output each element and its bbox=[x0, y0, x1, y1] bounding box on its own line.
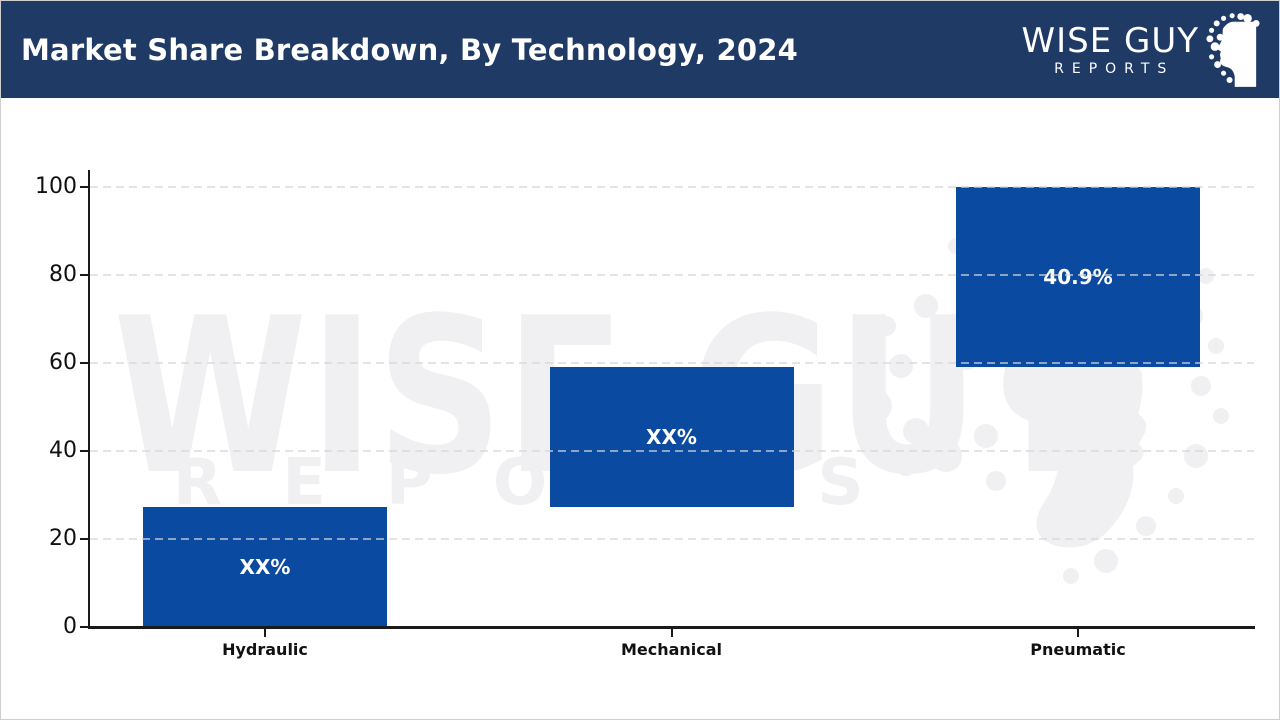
header-bar: Market Share Breakdown, By Technology, 2… bbox=[1, 1, 1279, 98]
y-tick-mark-100 bbox=[80, 185, 89, 188]
x-axis-line bbox=[88, 626, 1255, 629]
x-axis-label-mechanical: Mechanical bbox=[620, 640, 723, 659]
y-tick-label-40: 40 bbox=[49, 437, 77, 463]
gridline-20 bbox=[90, 537, 1254, 540]
y-tick-label-0: 0 bbox=[63, 614, 77, 639]
x-tick-mark-pneumatic bbox=[1077, 629, 1079, 637]
bar-mechanical: XX% bbox=[549, 366, 794, 507]
y-tick-label-20: 20 bbox=[49, 525, 77, 551]
bar-pneumatic: 40.9% bbox=[956, 186, 1200, 367]
y-tick-label-80: 80 bbox=[49, 261, 77, 287]
y-tick-label-100: 100 bbox=[35, 173, 77, 199]
gridline-40 bbox=[90, 449, 1254, 452]
bar-value-label-hydraulic: XX% bbox=[239, 554, 291, 579]
gridline-80 bbox=[90, 273, 1254, 276]
y-tick-mark-80 bbox=[80, 273, 89, 276]
page-title: Market Share Breakdown, By Technology, 2… bbox=[21, 32, 799, 67]
wise-guy-logo: WISE GUY REPORTS bbox=[1021, 10, 1263, 90]
x-axis-label-pneumatic: Pneumatic bbox=[1030, 640, 1126, 659]
y-axis-line bbox=[88, 170, 90, 628]
x-tick-mark-mechanical bbox=[670, 629, 673, 637]
gridline-100 bbox=[90, 185, 1254, 188]
y-tick-mark-60 bbox=[80, 361, 89, 364]
gridline-60 bbox=[90, 361, 1254, 364]
bar-value-label-pneumatic: 40.9% bbox=[1043, 264, 1113, 289]
logo-text: WISE GUY REPORTS bbox=[1021, 24, 1199, 76]
logo-wordmark: WISE GUY bbox=[1021, 20, 1199, 61]
y-tick-mark-40 bbox=[80, 449, 89, 452]
y-tick-mark-20 bbox=[80, 537, 89, 540]
watermark-subtitle: REPORTS bbox=[173, 446, 924, 520]
y-tick-label-60: 60 bbox=[49, 349, 77, 375]
x-tick-mark-hydraulic bbox=[264, 629, 266, 637]
logo-face-icon bbox=[1206, 12, 1260, 87]
bar-value-label-mechanical: XX% bbox=[646, 424, 697, 449]
bar-hydraulic: XX% bbox=[143, 506, 387, 627]
logo-subtitle: REPORTS bbox=[1054, 60, 1175, 77]
x-axis-label-hydraulic: Hydraulic bbox=[222, 640, 308, 659]
y-tick-mark-0 bbox=[80, 626, 89, 628]
